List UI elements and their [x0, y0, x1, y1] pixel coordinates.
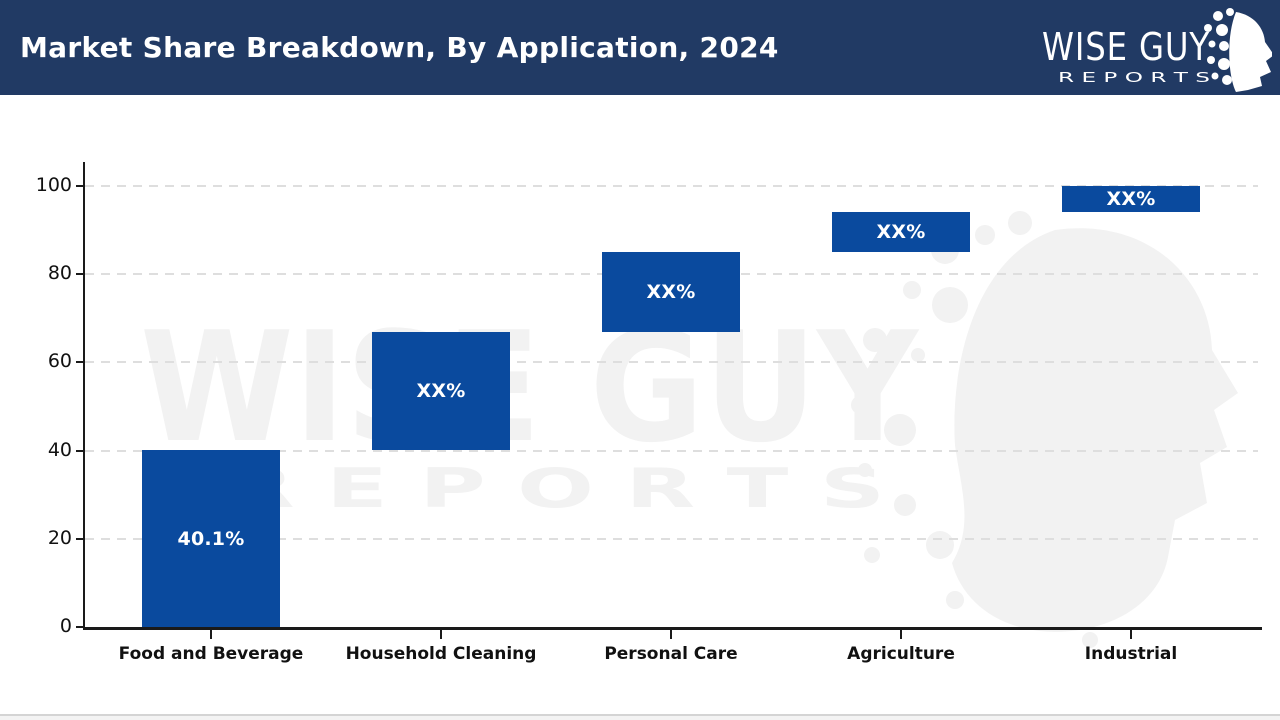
- watermark-face-icon: [851, 211, 1238, 648]
- gridline-20: [85, 537, 1258, 540]
- bar-value-label: XX%: [1106, 188, 1156, 211]
- y-tick-mark: [76, 537, 85, 540]
- bar-household-cleaning: XX%: [372, 331, 510, 451]
- y-tick-mark: [76, 185, 85, 187]
- x-tick-mark: [670, 630, 672, 639]
- y-tick-label: 20: [47, 526, 72, 549]
- bar-value-label: XX%: [416, 379, 466, 402]
- x-tick-mark: [210, 630, 212, 639]
- logo-wordmark: WISE GUY: [1042, 25, 1210, 69]
- y-tick-mark: [76, 626, 85, 628]
- watermark-wordmark: WISE GUY: [140, 299, 920, 476]
- y-tick-mark: [76, 361, 85, 364]
- bottom-divider: [0, 714, 1280, 716]
- x-tick-mark: [900, 630, 902, 639]
- y-tick-mark: [76, 449, 85, 452]
- y-tick-mark: [76, 273, 85, 276]
- x-tick-mark: [1130, 630, 1132, 639]
- bar-industrial: XX%: [1062, 186, 1200, 213]
- watermark: WISE GUY R E P O R T S: [140, 211, 1238, 648]
- gridline-40: [85, 449, 1258, 452]
- wise-guy-logo: WISE GUY R E P O R T S: [1042, 8, 1272, 92]
- category-label: Personal Care: [604, 644, 738, 664]
- bar-personal-care: XX%: [602, 252, 740, 332]
- logo-face-icon: [1204, 8, 1272, 92]
- category-label: Food and Beverage: [118, 644, 304, 664]
- bottom-strip: [0, 716, 1280, 720]
- y-tick-label: 40: [47, 438, 72, 461]
- y-tick-label: 60: [47, 350, 72, 373]
- category-label: Industrial: [1084, 644, 1178, 664]
- y-axis-line: [83, 162, 85, 629]
- y-tick-label: 80: [47, 262, 72, 285]
- bar-value-label: 40.1%: [177, 527, 245, 550]
- logo-tagline: R E P O R T S: [1058, 71, 1210, 86]
- bar-value-label: XX%: [646, 280, 696, 303]
- header-bar: Market Share Breakdown, By Application, …: [0, 0, 1280, 95]
- chart-title: Market Share Breakdown, By Application, …: [20, 31, 779, 64]
- chart-area: WISE GUY R E P O R T S 0 20 40 60 80 100 40.1%…: [0, 95, 1280, 720]
- y-tick-label: 0: [59, 615, 72, 637]
- gridline-60: [85, 361, 1258, 364]
- bar-agriculture: XX%: [832, 212, 970, 253]
- gridline-100: [85, 185, 1258, 187]
- x-tick-mark: [440, 630, 442, 639]
- watermark-tagline: R E P O R T S: [225, 457, 885, 520]
- x-axis-line: [83, 627, 1262, 630]
- category-label: Agriculture: [847, 644, 955, 664]
- bar-value-label: XX%: [876, 221, 926, 244]
- category-label: Household Cleaning: [345, 644, 537, 664]
- y-tick-label: 100: [35, 174, 72, 196]
- bar-food-and-beverage: 40.1%: [142, 450, 280, 627]
